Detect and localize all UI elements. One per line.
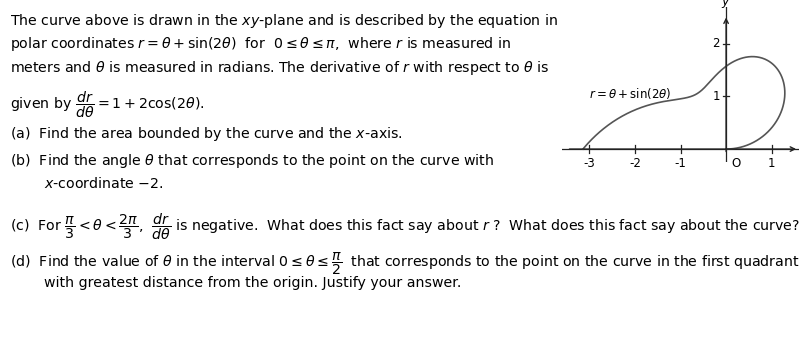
Text: -2: -2 <box>628 157 640 170</box>
Text: O: O <box>730 157 739 170</box>
Text: 2: 2 <box>711 37 719 50</box>
Text: $y$: $y$ <box>720 0 730 10</box>
Text: (d)  Find the value of $\theta$ in the interval $0 \leq \theta \leq \dfrac{\pi}{: (d) Find the value of $\theta$ in the in… <box>10 250 799 276</box>
Text: (a)  Find the area bounded by the curve and the $x$-axis.: (a) Find the area bounded by the curve a… <box>10 125 403 143</box>
Text: The curve above is drawn in the $xy$-plane and is described by the equation in: The curve above is drawn in the $xy$-pla… <box>10 12 557 30</box>
Text: -3: -3 <box>583 157 594 170</box>
Text: (c)  For $\dfrac{\pi}{3} < \theta < \dfrac{2\pi}{3}$,  $\dfrac{dr}{d\theta}$ is : (c) For $\dfrac{\pi}{3} < \theta < \dfra… <box>10 211 800 242</box>
Text: polar coordinates $r = \theta + \sin(2\theta)$  for  $0 \leq \theta \leq \pi$,  : polar coordinates $r = \theta + \sin(2\t… <box>10 35 511 53</box>
Text: with greatest distance from the origin. Justify your answer.: with greatest distance from the origin. … <box>44 276 461 290</box>
Text: given by $\dfrac{dr}{d\theta} = 1 + 2\cos(2\theta)$.: given by $\dfrac{dr}{d\theta} = 1 + 2\co… <box>10 90 205 120</box>
Text: 1: 1 <box>711 90 719 103</box>
Text: (b)  Find the angle $\theta$ that corresponds to the point on the curve with: (b) Find the angle $\theta$ that corresp… <box>10 152 494 170</box>
Text: $r = \theta + \sin(2\theta)$: $r = \theta + \sin(2\theta)$ <box>589 86 671 101</box>
Text: $x$-coordinate $-2$.: $x$-coordinate $-2$. <box>44 176 164 191</box>
Text: meters and $\theta$ is measured in radians. The derivative of $r$ with respect t: meters and $\theta$ is measured in radia… <box>10 59 549 77</box>
Text: 1: 1 <box>767 157 775 170</box>
Text: -1: -1 <box>674 157 686 170</box>
